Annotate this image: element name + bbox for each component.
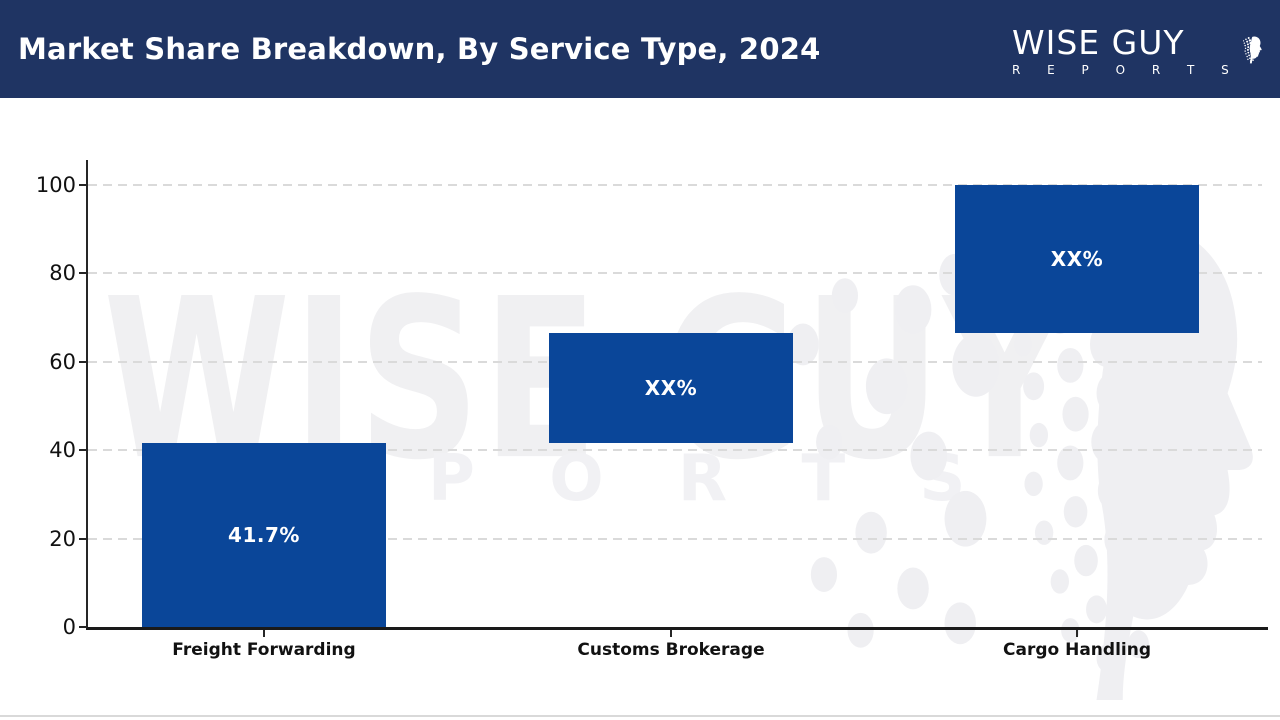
y-tick-label-40: 40 bbox=[49, 438, 76, 463]
gridline-y-80 bbox=[88, 272, 1262, 275]
y-tick-100 bbox=[79, 184, 87, 186]
logo-head-icon bbox=[1243, 36, 1262, 63]
y-tick-label-80: 80 bbox=[49, 261, 76, 286]
report-header: Market Share Breakdown, By Service Type,… bbox=[0, 0, 1280, 98]
gridline-y-100 bbox=[88, 184, 1262, 186]
logo-wordmark: WISE GUY bbox=[1012, 23, 1185, 62]
x-tick-cargo-handling bbox=[1076, 630, 1078, 637]
bar-label-customs-brokerage: XX% bbox=[644, 375, 698, 400]
y-tick-20 bbox=[79, 537, 87, 540]
logo-subtext: R E P O R T S bbox=[1012, 63, 1241, 77]
watermark-subtext: P O R T S bbox=[428, 442, 992, 516]
bar-customs-brokerage: XX% bbox=[549, 333, 793, 443]
y-tick-label-60: 60 bbox=[49, 349, 76, 374]
bar-label-freight-forwarding: 41.7% bbox=[228, 522, 300, 547]
bar-cargo-handling: XX% bbox=[955, 185, 1199, 334]
x-tick-label-customs-brokerage: Customs Brokerage bbox=[577, 640, 765, 660]
y-tick-80 bbox=[79, 272, 87, 275]
y-tick-0 bbox=[79, 626, 87, 628]
x-axis-spine bbox=[86, 627, 1268, 630]
bar-label-cargo-handling: XX% bbox=[1050, 247, 1104, 272]
y-axis-spine bbox=[86, 160, 88, 629]
gridline-y-20 bbox=[88, 537, 1262, 540]
y-tick-label-20: 20 bbox=[49, 526, 76, 551]
y-tick-label-0: 0 bbox=[62, 615, 76, 639]
report-title: Market Share Breakdown, By Service Type,… bbox=[18, 32, 821, 66]
bar-freight-forwarding: 41.7% bbox=[142, 442, 386, 627]
x-tick-freight-forwarding bbox=[263, 630, 265, 637]
gridline-y-40 bbox=[88, 449, 1262, 452]
x-tick-customs-brokerage bbox=[670, 630, 672, 637]
y-tick-40 bbox=[79, 449, 87, 452]
y-tick-60 bbox=[79, 360, 87, 363]
x-tick-label-cargo-handling: Cargo Handling bbox=[1003, 640, 1151, 660]
y-tick-label-100: 100 bbox=[35, 173, 76, 197]
wiseguy-logo: WISE GUY R E P O R T S bbox=[1012, 6, 1264, 92]
bottom-rule bbox=[0, 715, 1280, 717]
x-tick-label-freight-forwarding: Freight Forwarding bbox=[172, 640, 356, 660]
